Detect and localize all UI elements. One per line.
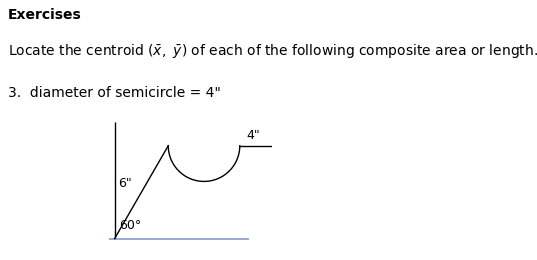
Text: 60°: 60° xyxy=(119,219,141,232)
Text: 3.  diameter of semicircle = 4": 3. diameter of semicircle = 4" xyxy=(8,86,221,100)
Text: Exercises: Exercises xyxy=(8,8,82,22)
Text: Locate the centroid $\left(\bar{x},\ \bar{y}\right)$ of each of the following co: Locate the centroid $\left(\bar{x},\ \ba… xyxy=(8,42,537,60)
Text: 6": 6" xyxy=(118,177,132,190)
Text: 4": 4" xyxy=(246,129,260,142)
